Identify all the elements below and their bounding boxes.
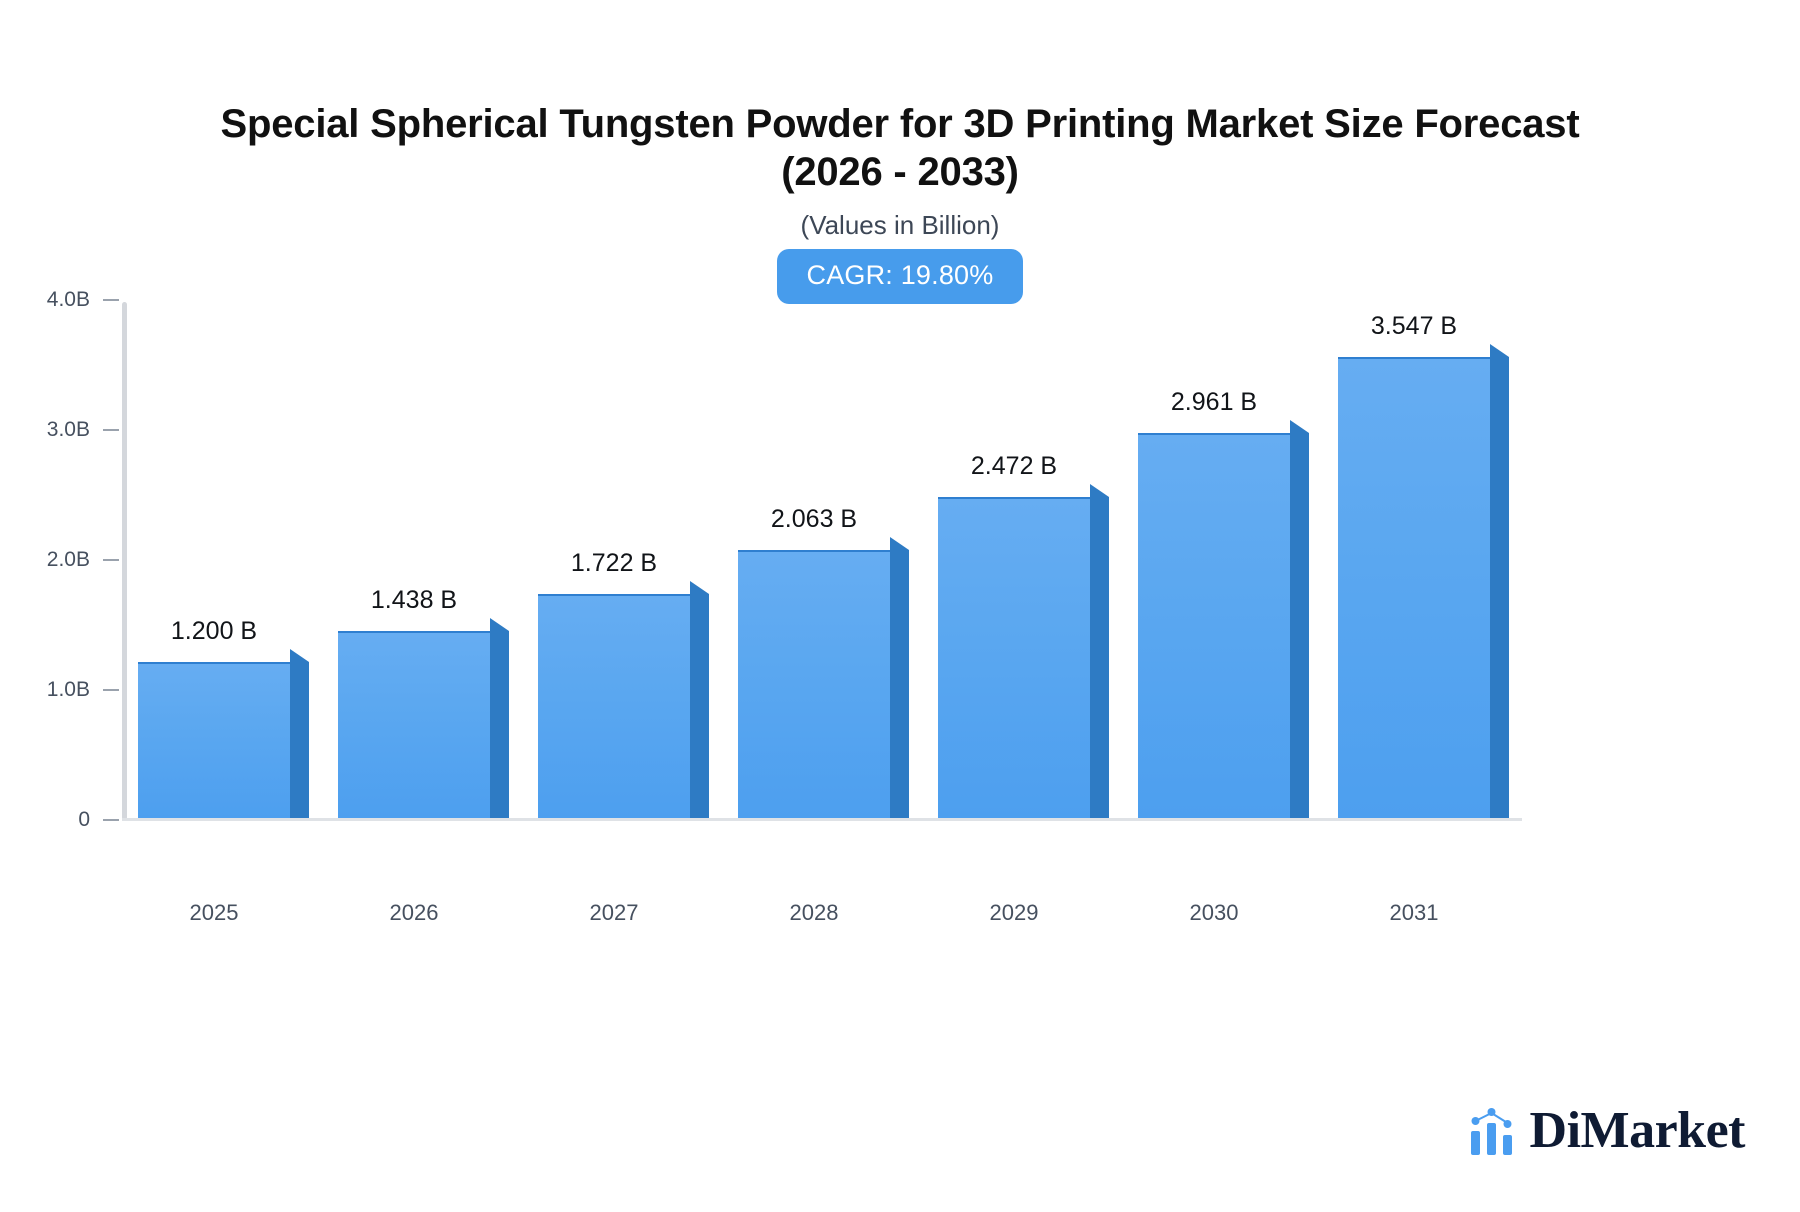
- bar-side-face: [690, 581, 709, 818]
- cagr-badge-container: CAGR: 19.80%: [120, 249, 1680, 304]
- bar-side-face: [1090, 483, 1109, 818]
- logo-text: DiMarket: [1529, 1102, 1746, 1159]
- y-axis-tick-mark: [103, 299, 119, 301]
- bar-value-label: 3.547 B: [1370, 311, 1458, 340]
- bar-front-face: [1138, 433, 1290, 818]
- x-axis-category-label: 2026: [389, 900, 439, 925]
- x-axis-labels: 2025 2026 2027 2028 2029 2030 2031: [122, 900, 1522, 930]
- bar-front-face: [938, 496, 1090, 818]
- y-axis-tick-label: 0: [78, 808, 90, 831]
- bar-front-face: [138, 662, 290, 818]
- y-axis-tick-label: 3.0B: [46, 418, 90, 441]
- y-axis-tick: 1.0B: [0, 678, 122, 701]
- bar-column[interactable]: 2.063 B: [738, 295, 909, 820]
- chart-subtitle: (Values in Billion): [800, 210, 1000, 240]
- bar-3d-body: [138, 649, 309, 818]
- y-axis-tick-mark: [103, 429, 119, 431]
- bar-front-face: [738, 549, 890, 818]
- bar-front-face: [538, 594, 690, 818]
- x-axis-category-label: 2031: [1389, 900, 1439, 925]
- bar-front-face: [338, 631, 490, 818]
- plot-area: 4.0B 3.0B 2.0B 1.0B 0 1.200 B 1.438 B 1.722 B 2…: [0, 289, 1800, 895]
- dimarket-logo: DiMarket: [1468, 1102, 1746, 1159]
- bar-series: 1.200 B 1.438 B 1.722 B 2.063 B 2.472 B 2.961…: [122, 295, 1522, 820]
- bar-side-face: [1290, 420, 1309, 818]
- bar-column[interactable]: 1.438 B: [338, 295, 509, 820]
- bar-value-label: 2.961 B: [1170, 388, 1258, 417]
- x-axis-category-label: 2029: [989, 900, 1039, 925]
- y-axis-tick-label: 4.0B: [46, 288, 90, 311]
- cagr-badge: CAGR: 19.80%: [776, 249, 1024, 304]
- bar-3d-body: [338, 618, 509, 818]
- y-axis-tick-mark: [103, 689, 119, 691]
- chart-header: Special Spherical Tungsten Powder for 3D…: [120, 100, 1680, 304]
- bar-chart-logo-icon: [1470, 1108, 1512, 1155]
- bar-value-label: 2.472 B: [970, 451, 1058, 480]
- y-axis-line: [122, 302, 127, 820]
- bar-side-face: [1490, 343, 1509, 818]
- bar-front-face: [1338, 356, 1490, 818]
- x-axis-category-label: 2027: [589, 900, 639, 925]
- y-axis-tick: 0: [0, 808, 122, 831]
- y-axis-tick: 4.0B: [0, 288, 122, 311]
- y-axis-tick-mark: [103, 559, 119, 561]
- bar-value-label: 1.200 B: [170, 617, 258, 645]
- bar-value-label: 1.438 B: [370, 586, 458, 615]
- y-axis-tick-label: 2.0B: [46, 548, 90, 571]
- bar-3d-body: [538, 581, 709, 818]
- y-axis-tick-label: 1.0B: [46, 678, 90, 701]
- x-axis-category-label: 2025: [189, 900, 239, 925]
- bar-3d-body: [938, 483, 1109, 818]
- bar-column[interactable]: 1.200 B: [138, 295, 309, 820]
- bar-value-label: 1.722 B: [570, 549, 658, 578]
- x-axis-category-label: 2028: [789, 900, 839, 925]
- chart-title: Special Spherical Tungsten Powder for 3D…: [220, 102, 1580, 194]
- bar-side-face: [290, 649, 309, 818]
- bar-value-label: 2.063 B: [770, 504, 858, 533]
- bar-3d-body: [1338, 343, 1509, 818]
- bar-side-face: [490, 618, 509, 818]
- x-axis-line: [122, 818, 1522, 821]
- bar-column[interactable]: 2.961 B: [1138, 295, 1309, 820]
- y-axis-tick-mark: [103, 819, 119, 821]
- bar-3d-body: [1138, 420, 1309, 818]
- bar-column[interactable]: 1.722 B: [538, 295, 709, 820]
- bar-column[interactable]: 2.472 B: [938, 295, 1109, 820]
- y-axis-tick: 3.0B: [0, 418, 122, 441]
- bar-side-face: [890, 536, 909, 818]
- y-axis-tick: 2.0B: [0, 548, 122, 571]
- bar-column[interactable]: 3.547 B: [1338, 295, 1509, 820]
- bar-3d-body: [738, 536, 909, 818]
- x-axis-category-label: 2030: [1189, 900, 1239, 925]
